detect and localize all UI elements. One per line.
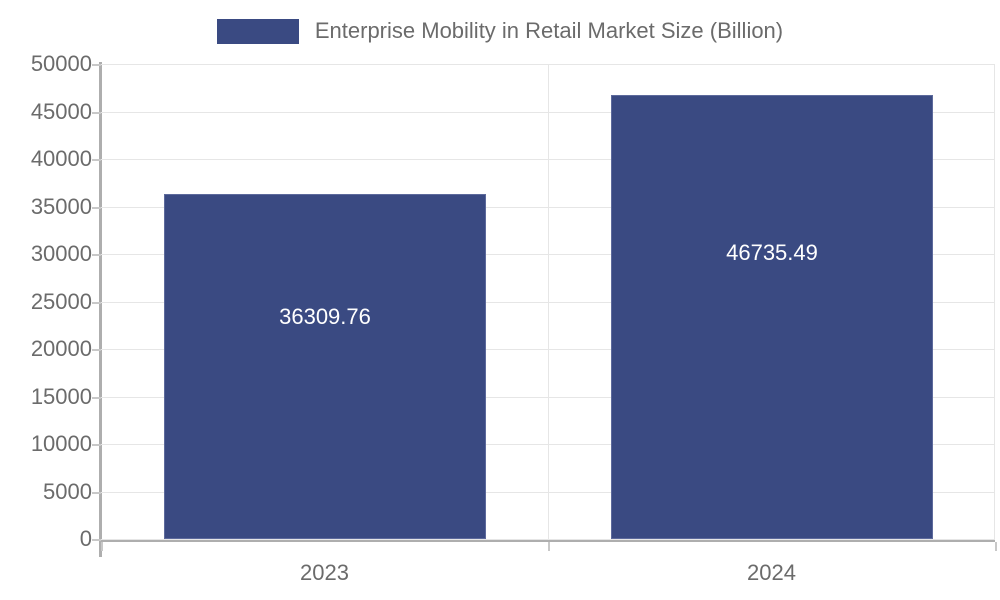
- y-axis-tick-mark: [92, 539, 101, 541]
- legend-swatch-icon: [216, 18, 299, 44]
- y-axis-tick-label: 25000: [30, 288, 92, 314]
- y-axis-tick-label: 15000: [30, 383, 92, 409]
- y-axis-tick-mark: [92, 491, 101, 494]
- plot-area: 36309.76 46735.49: [101, 64, 995, 540]
- y-axis-tick-label: 0: [79, 526, 92, 551]
- y-axis-labels: 0 5000 10000 15000 20000 25000 30000 35000 40000…: [0, 0, 92, 600]
- legend-item-series-0[interactable]: Enterprise Mobility in Retail Market Siz…: [216, 18, 784, 44]
- legend-item-label: Enterprise Mobility in Retail Market Siz…: [314, 18, 784, 43]
- y-axis-tick-mark: [92, 254, 101, 256]
- y-axis-tick-label: 45000: [30, 98, 92, 124]
- y-axis-tick-label: 50000: [30, 51, 92, 76]
- bar[interactable]: [164, 194, 486, 539]
- y-axis-tick-label: 10000: [30, 431, 92, 456]
- y-axis-tick-label: 5000: [43, 478, 92, 504]
- y-axis-tick-mark: [92, 111, 101, 114]
- y-axis-tick-mark: [92, 206, 101, 209]
- gridline-vertical: [548, 64, 549, 539]
- chart-legend: Enterprise Mobility in Retail Market Siz…: [0, 10, 1000, 52]
- gridline-horizontal: [101, 539, 995, 540]
- y-axis-tick-mark: [92, 396, 101, 399]
- x-axis-tick-mark: [995, 542, 997, 551]
- bar[interactable]: [611, 95, 933, 539]
- x-axis-tick-mark: [548, 542, 550, 551]
- x-axis-tick-mark: [101, 542, 103, 551]
- y-axis-tick-mark: [92, 64, 101, 66]
- bar-value-label: 46735.49: [726, 240, 818, 265]
- y-axis-tick-mark: [92, 159, 101, 161]
- gridline-vertical: [994, 64, 995, 539]
- y-axis-tick-mark: [92, 444, 101, 446]
- y-axis-tick-mark: [92, 349, 101, 351]
- x-axis-tick-label: 2023: [300, 560, 349, 585]
- y-axis-tick-label: 20000: [30, 336, 92, 361]
- x-axis-line: [101, 539, 995, 542]
- y-axis-tick-mark: [92, 301, 101, 304]
- y-axis-tick-label: 30000: [30, 241, 92, 266]
- y-axis-line: [99, 62, 102, 557]
- bar-value-label: 36309.76: [279, 304, 371, 329]
- y-axis-tick-label: 35000: [30, 193, 92, 219]
- y-axis-tick-label: 40000: [30, 146, 92, 171]
- x-axis-tick-label: 2024: [747, 560, 796, 585]
